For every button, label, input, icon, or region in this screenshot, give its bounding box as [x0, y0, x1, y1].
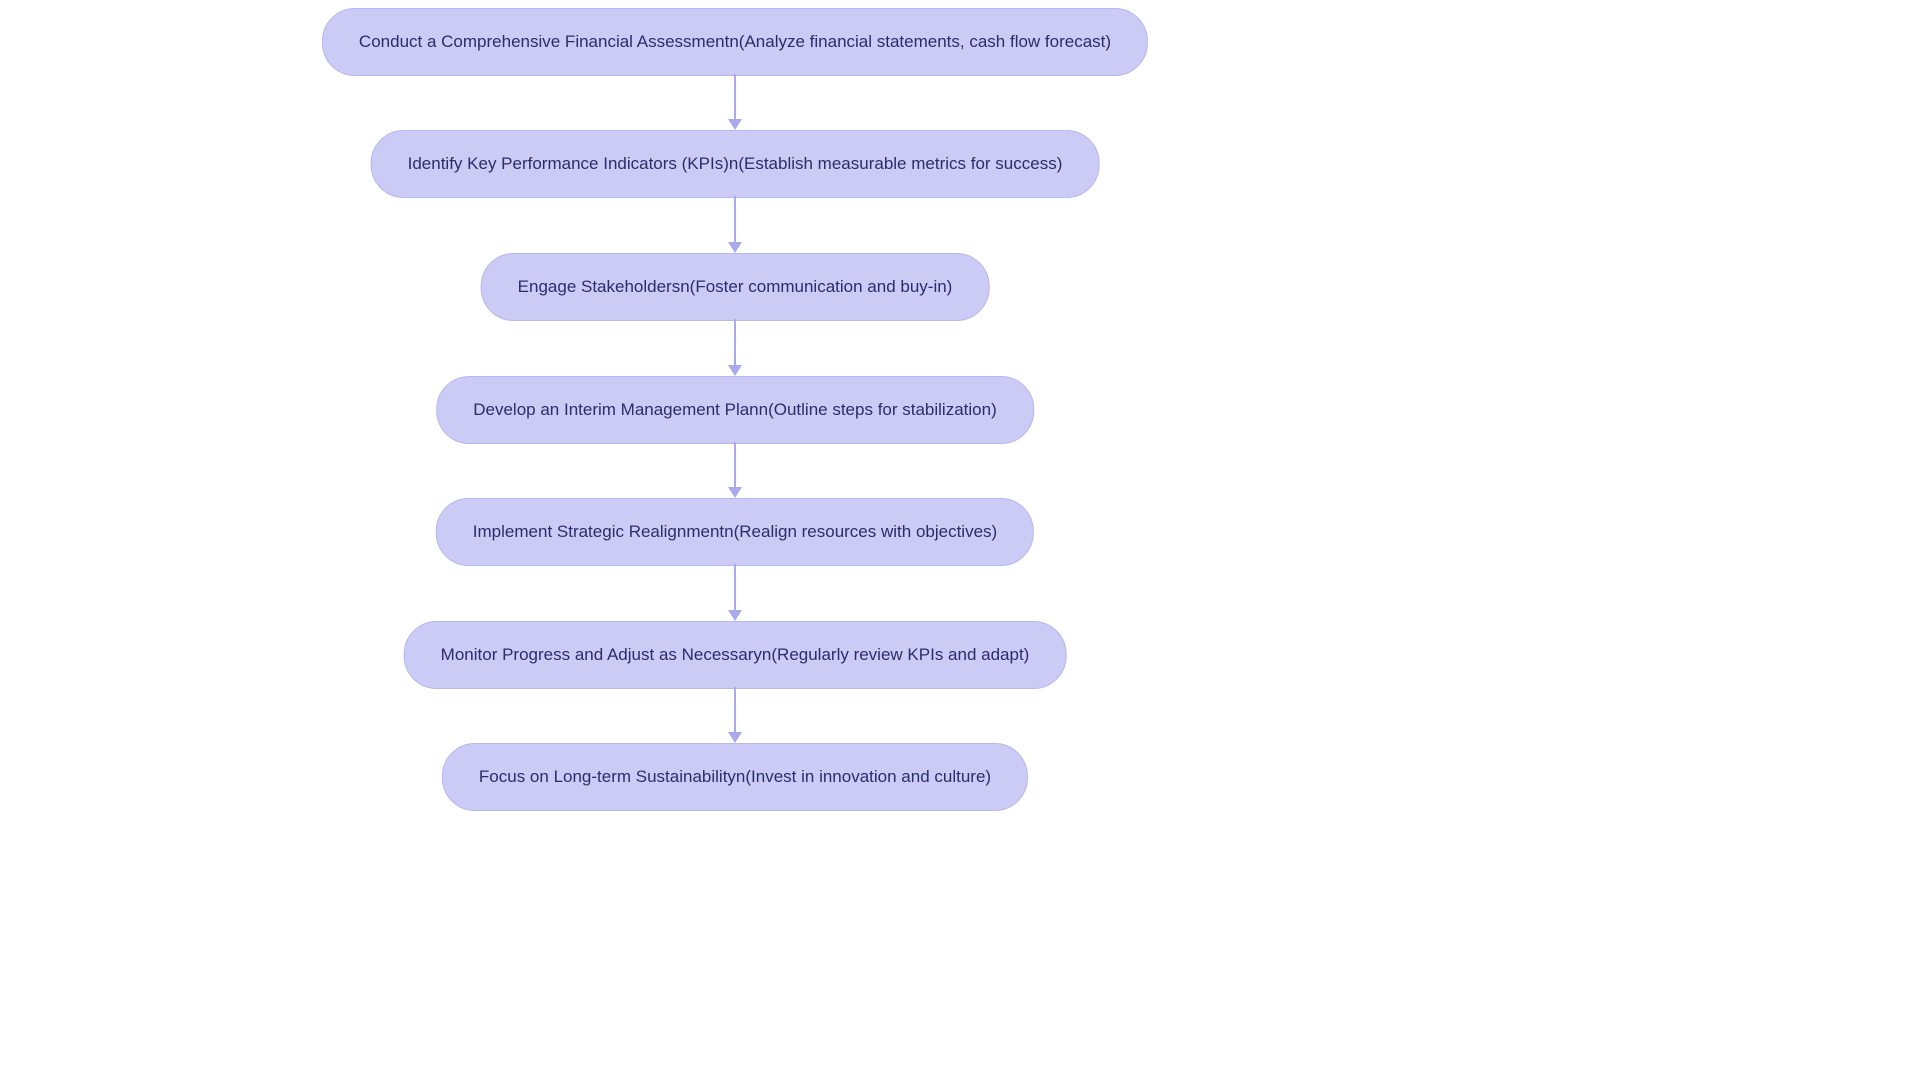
flowchart-node-label: Engage Stakeholdersn(Foster communicatio… — [518, 276, 953, 298]
flowchart-node-2: Identify Key Performance Indicators (KPI… — [371, 130, 1100, 198]
flowchart-arrow-head-icon — [728, 119, 742, 130]
flowchart-node-7: Focus on Long-term Sustainabilityn(Inves… — [442, 743, 1028, 811]
flowchart-arrow-6 — [725, 687, 745, 743]
flowchart-arrow-4 — [725, 442, 745, 498]
flowchart-arrow-2 — [725, 196, 745, 253]
flowchart-arrow-line — [734, 687, 736, 732]
flowchart-arrow-3 — [725, 319, 745, 376]
flowchart-arrow-head-icon — [728, 487, 742, 498]
flowchart-node-3: Engage Stakeholdersn(Foster communicatio… — [481, 253, 990, 321]
flowchart-node-label: Monitor Progress and Adjust as Necessary… — [441, 644, 1030, 666]
flowchart-arrow-head-icon — [728, 610, 742, 621]
flowchart-node-1: Conduct a Comprehensive Financial Assess… — [322, 8, 1148, 76]
flowchart-node-label: Develop an Interim Management Plann(Outl… — [473, 399, 997, 421]
flowchart-arrow-head-icon — [728, 732, 742, 743]
flowchart-node-label: Implement Strategic Realignmentn(Realign… — [473, 521, 997, 543]
flowchart-node-4: Develop an Interim Management Plann(Outl… — [436, 376, 1034, 444]
flowchart-container: Conduct a Comprehensive Financial Assess… — [0, 0, 1920, 1083]
flowchart-node-label: Identify Key Performance Indicators (KPI… — [408, 153, 1063, 175]
flowchart-arrow-head-icon — [728, 242, 742, 253]
flowchart-node-5: Implement Strategic Realignmentn(Realign… — [436, 498, 1034, 566]
flowchart-arrow-line — [734, 196, 736, 242]
flowchart-arrow-line — [734, 564, 736, 610]
flowchart-node-label: Focus on Long-term Sustainabilityn(Inves… — [479, 766, 991, 788]
flowchart-node-label: Conduct a Comprehensive Financial Assess… — [359, 31, 1111, 53]
flowchart-arrow-head-icon — [728, 365, 742, 376]
flowchart-arrow-1 — [725, 74, 745, 130]
flowchart-node-6: Monitor Progress and Adjust as Necessary… — [404, 621, 1067, 689]
flowchart-arrow-line — [734, 74, 736, 119]
flowchart-arrow-line — [734, 319, 736, 365]
flowchart-arrow-5 — [725, 564, 745, 621]
flowchart-arrow-line — [734, 442, 736, 487]
